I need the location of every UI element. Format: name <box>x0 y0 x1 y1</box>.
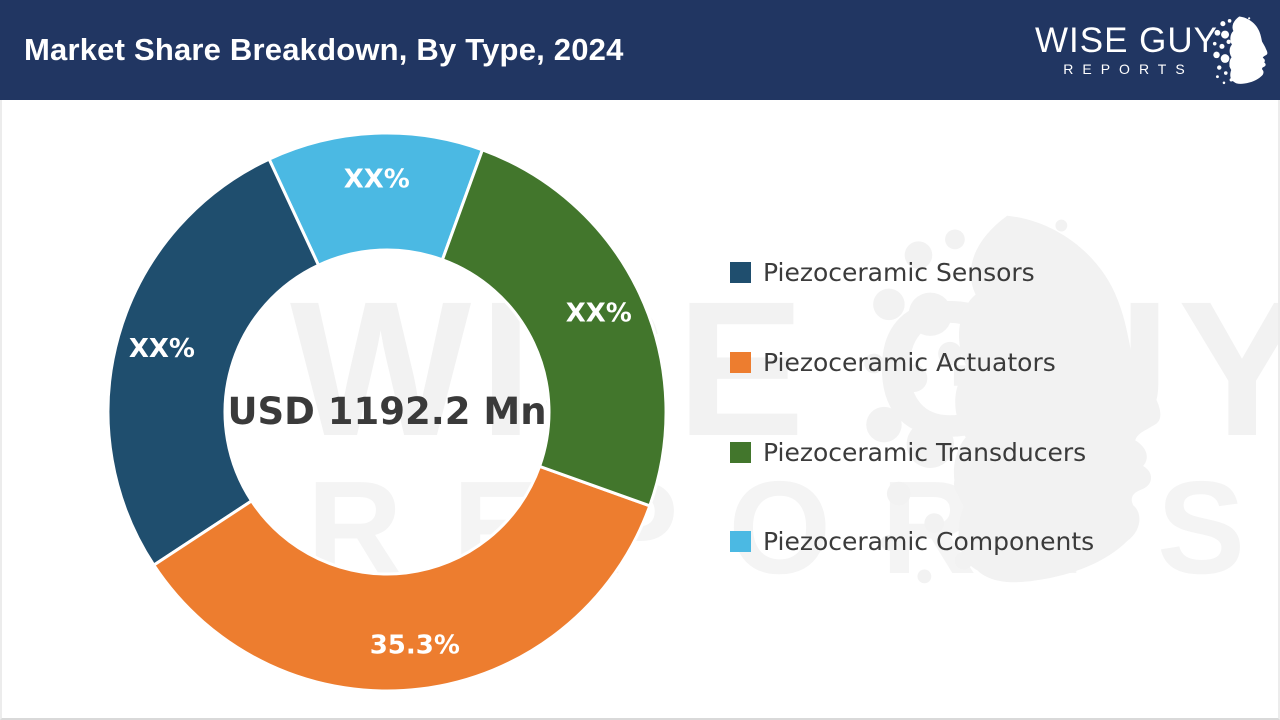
legend-label: Piezoceramic Actuators <box>763 347 1056 377</box>
segment-value-label: 35.3% <box>370 630 460 660</box>
legend-label: Piezoceramic Components <box>763 526 1095 556</box>
legend-item: Piezoceramic Components <box>730 526 1094 556</box>
logo-face-icon <box>1212 16 1268 85</box>
legend-swatch <box>730 530 751 552</box>
donut-center-total: USD 1192.2 Mn <box>227 390 547 433</box>
header-bar: Market Share Breakdown, By Type, 2024 WI… <box>0 0 1280 100</box>
segment-value-label: XX% <box>344 164 410 194</box>
legend-label: Piezoceramic Transducers <box>763 437 1087 467</box>
logo-text: WISE GUY REPORTS <box>1035 23 1218 77</box>
legend-item: Piezoceramic Transducers <box>730 437 1086 467</box>
segment-value-label: XX% <box>129 334 195 364</box>
chart-area: WISE GUY REPORTS XX% XX% 35.3% XX% USD 1192… <box>0 100 1280 720</box>
wise-guy-reports-logo: WISE GUY REPORTS <box>1035 0 1270 100</box>
logo-subtitle: REPORTS <box>1063 61 1194 77</box>
legend-swatch <box>730 441 751 463</box>
segment-value-label: XX% <box>566 299 632 329</box>
donut-segment <box>152 464 652 693</box>
donut-chart: XX% XX% 35.3% XX% <box>106 131 668 693</box>
legend-swatch <box>730 351 751 373</box>
logo-wordmark: WISE GUY <box>1034 21 1218 60</box>
donut-segment <box>440 148 668 508</box>
donut-segment <box>106 157 320 567</box>
legend-item: Piezoceramic Actuators <box>730 347 1056 377</box>
page-title: Market Share Breakdown, By Type, 2024 <box>24 32 624 67</box>
legend-label: Piezoceramic Sensors <box>763 257 1035 287</box>
legend-item: Piezoceramic Sensors <box>730 257 1035 287</box>
legend-swatch <box>730 261 751 283</box>
